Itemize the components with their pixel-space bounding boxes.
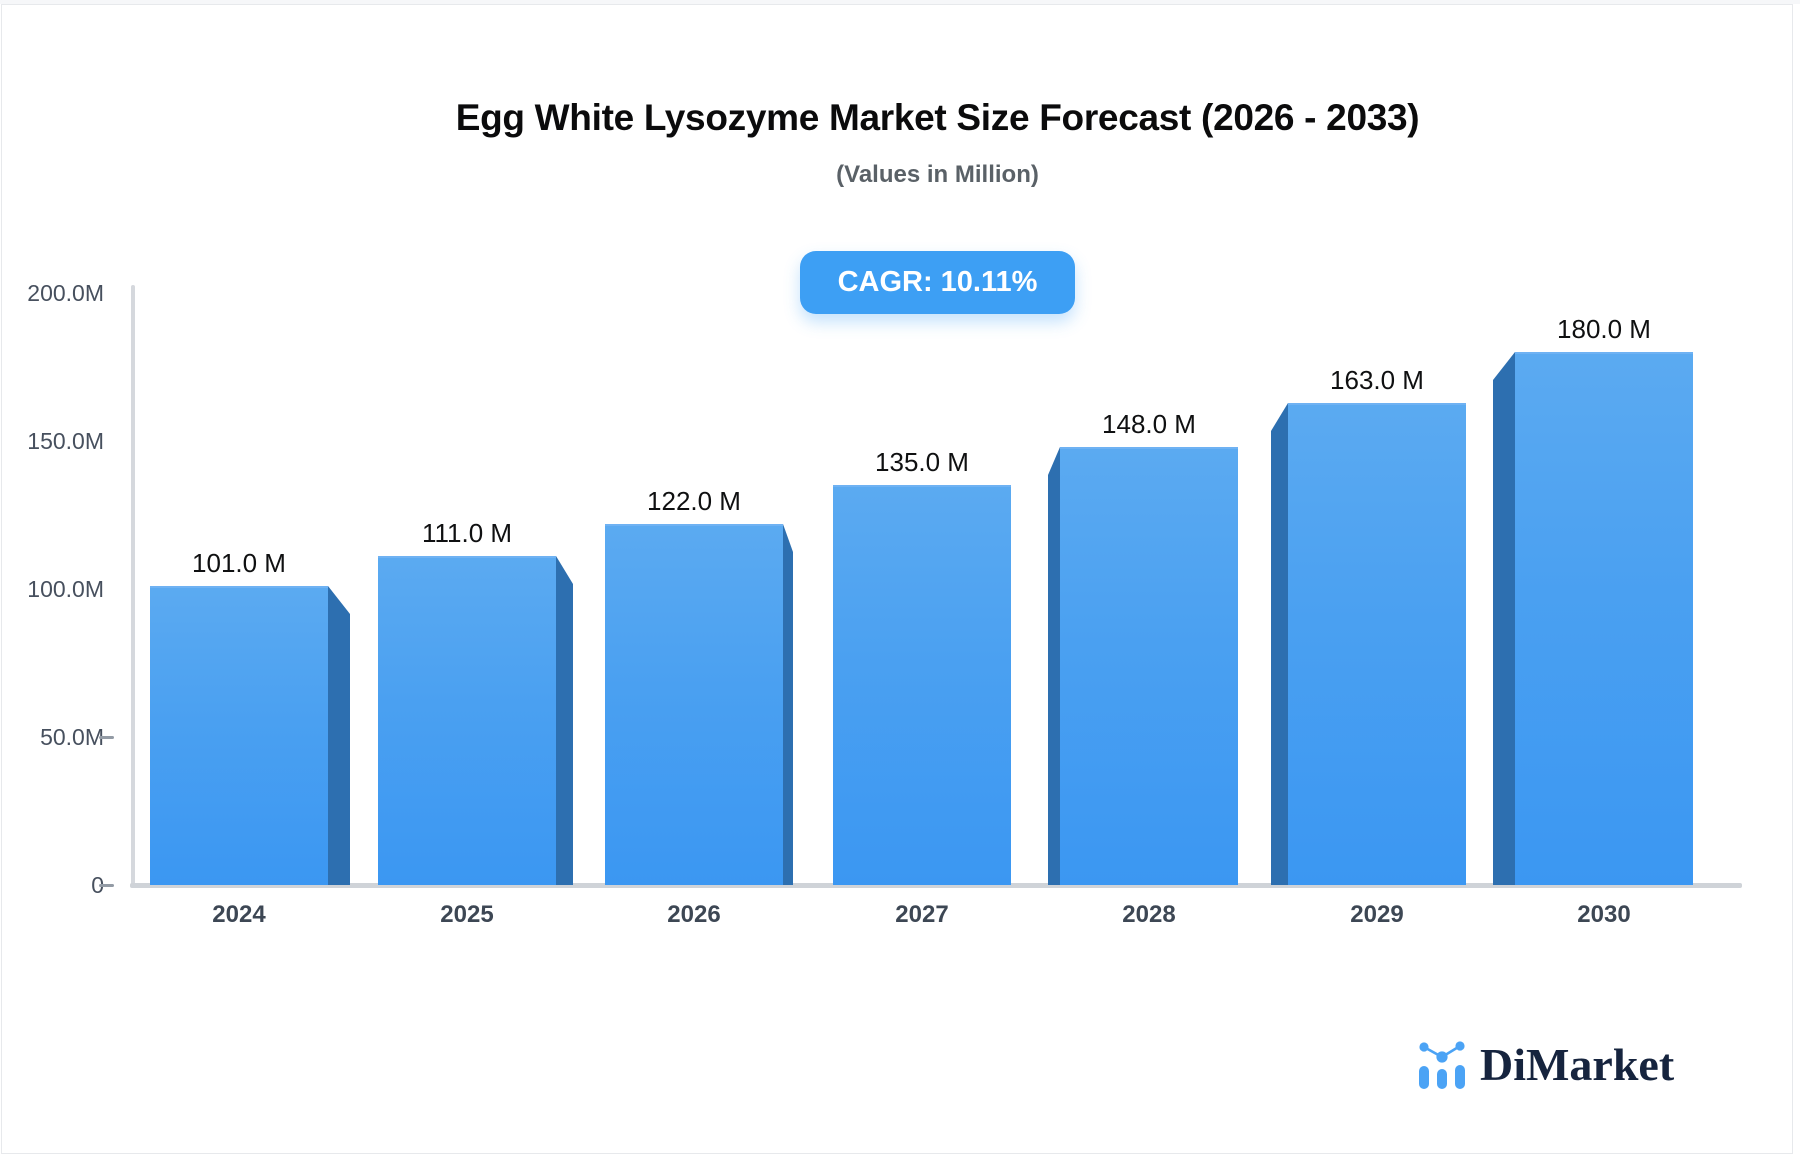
bar-face	[1515, 352, 1693, 885]
y-axis-tick	[99, 735, 114, 739]
y-axis-label: 100.0M	[27, 576, 104, 602]
bar-3d-side	[1271, 403, 1288, 885]
bar-3d-side	[1493, 352, 1515, 885]
dimarket-logo-text: DiMarket	[1480, 1039, 1675, 1090]
bar-value-label: 122.0 M	[647, 486, 741, 516]
x-axis-label: 2027	[895, 901, 949, 928]
x-axis-label: 2025	[440, 901, 494, 928]
bar-value-label: 101.0 M	[192, 548, 286, 578]
cagr-badge-wrap: CAGR: 10.11%	[133, 251, 1742, 314]
bar-value-label: 180.0 M	[1557, 314, 1651, 344]
bar-value-label: 163.0 M	[1330, 365, 1424, 395]
x-axis-label: 2028	[1122, 901, 1176, 928]
y-axis-tick	[99, 883, 114, 887]
y-axis-label: 200.0M	[27, 280, 104, 306]
cagr-badge: CAGR: 10.11%	[799, 251, 1076, 314]
bar-value-label: 111.0 M	[421, 518, 513, 548]
chart-title: Egg White Lysozyme Market Size Forecast …	[455, 97, 1420, 138]
chart-subtitle: (Values in Million)	[836, 161, 1039, 188]
dimarket-logo: DiMarket	[1419, 1040, 1674, 1090]
page-top-strip	[0, 0, 1800, 4]
x-axis-label: 2024	[212, 901, 266, 928]
bar-2028[interactable]	[1048, 447, 1238, 885]
x-axis-label: 2030	[1577, 901, 1631, 928]
bar-3d-side	[783, 524, 793, 885]
x-axis-label: 2026	[667, 901, 721, 928]
y-axis-label: 50.0M	[40, 724, 104, 750]
bar-3d-side	[556, 556, 573, 885]
bar-2024[interactable]	[150, 586, 350, 885]
bar-face	[1288, 403, 1466, 885]
x-axis-label: 2029	[1350, 901, 1404, 928]
bar-value-label: 148.0 M	[1102, 409, 1196, 439]
bar-face	[150, 586, 328, 885]
bar-face	[1060, 447, 1238, 885]
bar-face	[833, 485, 1011, 885]
bar-3d-side	[1048, 447, 1060, 885]
bar-2025[interactable]	[378, 556, 573, 885]
y-axis-label: 150.0M	[27, 428, 104, 454]
bar-2026[interactable]	[605, 524, 793, 885]
bar-3d-side	[328, 586, 350, 885]
bar-face	[378, 556, 556, 885]
bar-face	[605, 524, 783, 885]
bar-2030[interactable]	[1493, 352, 1693, 885]
bar-value-label: 135.0 M	[875, 447, 969, 477]
mini-bar-chart-icon	[1419, 1041, 1465, 1089]
x-axis-line	[130, 883, 1742, 888]
bar-2029[interactable]	[1271, 403, 1466, 885]
y-axis-label: 0	[91, 872, 104, 898]
y-axis-line	[131, 285, 135, 885]
bar-2027[interactable]	[833, 485, 1011, 885]
